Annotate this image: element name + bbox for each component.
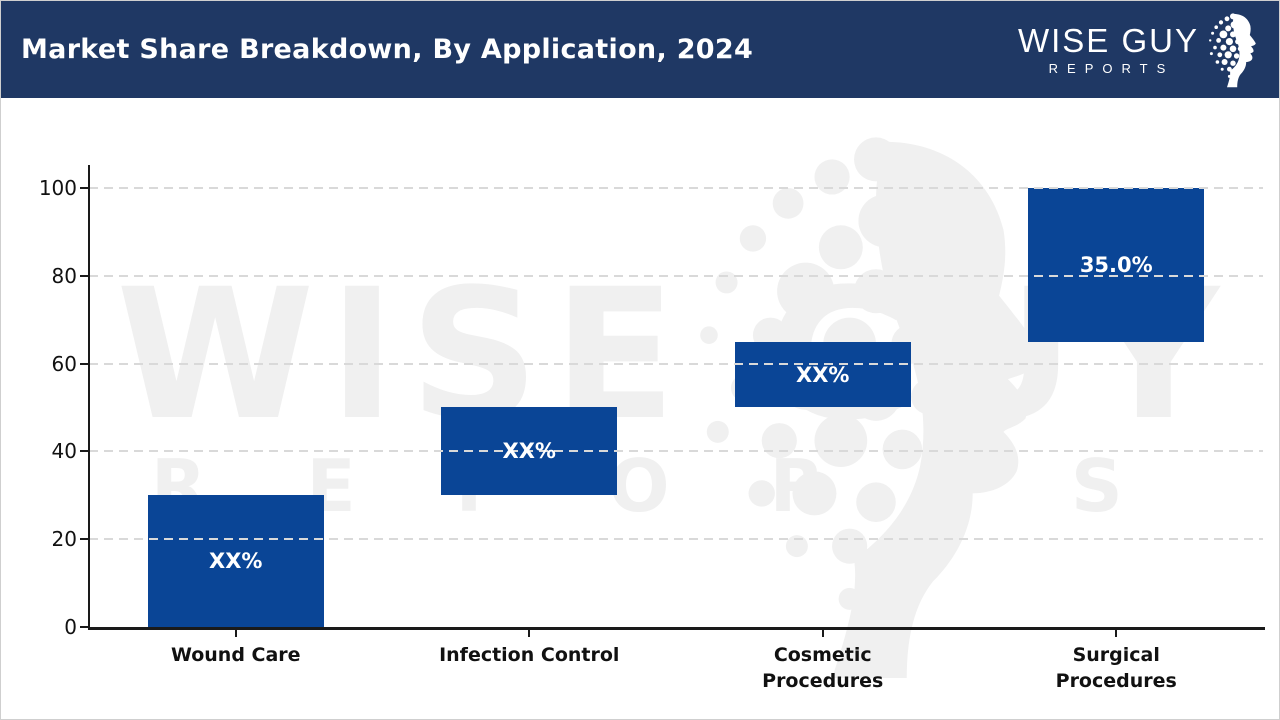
ytick-mark-80 — [80, 274, 88, 277]
chart-canvas: WISE GUY REPORTS XX% XX% XX% 35.0% 0 20 40 60 8… — [1, 98, 1279, 719]
bar-cosmetic-procedures — [734, 341, 911, 408]
ytick-label-40: 40 — [51, 439, 77, 464]
x-axis-line — [88, 627, 1265, 630]
ytick-label-80: 80 — [51, 263, 77, 288]
gridline-y60 — [89, 362, 1263, 365]
ytick-label-100: 100 — [38, 175, 77, 200]
ytick-label-20: 20 — [51, 527, 77, 552]
logo-subtitle: REPORTS — [1048, 60, 1175, 76]
xtick-mark-surgical-procedures — [1115, 630, 1118, 637]
xtick-label-cosmetic-procedures: Cosmetic Procedures — [762, 644, 884, 692]
gridline-y80 — [89, 274, 1263, 277]
xtick-label-infection-control: Infection Control — [439, 644, 620, 666]
ytick-mark-20 — [80, 538, 88, 541]
gridline-y100 — [89, 186, 1263, 189]
plot-area — [89, 166, 1263, 627]
wiseguy-logo: WISE GUY REPORTS — [1018, 12, 1267, 88]
ytick-mark-40 — [80, 450, 88, 453]
ytick-mark-0 — [80, 626, 88, 628]
y-axis-line — [88, 165, 90, 629]
bar-surgical-procedures — [1028, 187, 1205, 342]
page-title: Market Share Breakdown, By Application, … — [21, 34, 754, 65]
gridline-y40 — [89, 450, 1263, 453]
xtick-label-surgical-procedures: Surgical Procedures — [1055, 644, 1177, 692]
xtick-mark-infection-control — [528, 630, 531, 637]
wiseguy-face-icon — [1209, 12, 1256, 87]
xtick-mark-wound-care — [234, 630, 237, 637]
logo-wordmark: WISE GUY — [1017, 21, 1199, 59]
xtick-label-wound-care: Wound Care — [170, 644, 301, 666]
gridline-y20 — [89, 538, 1263, 541]
xtick-mark-cosmetic-procedures — [821, 630, 824, 637]
bar-wound-care — [147, 495, 324, 627]
ytick-mark-60 — [80, 362, 88, 365]
wiseguy-logo-text: WISE GUY REPORTS — [1018, 24, 1199, 76]
header-band: Market Share Breakdown, By Application, … — [1, 1, 1279, 98]
ytick-mark-100 — [80, 186, 88, 189]
ytick-label-0: 0 — [64, 615, 77, 639]
ytick-label-60: 60 — [51, 351, 77, 376]
